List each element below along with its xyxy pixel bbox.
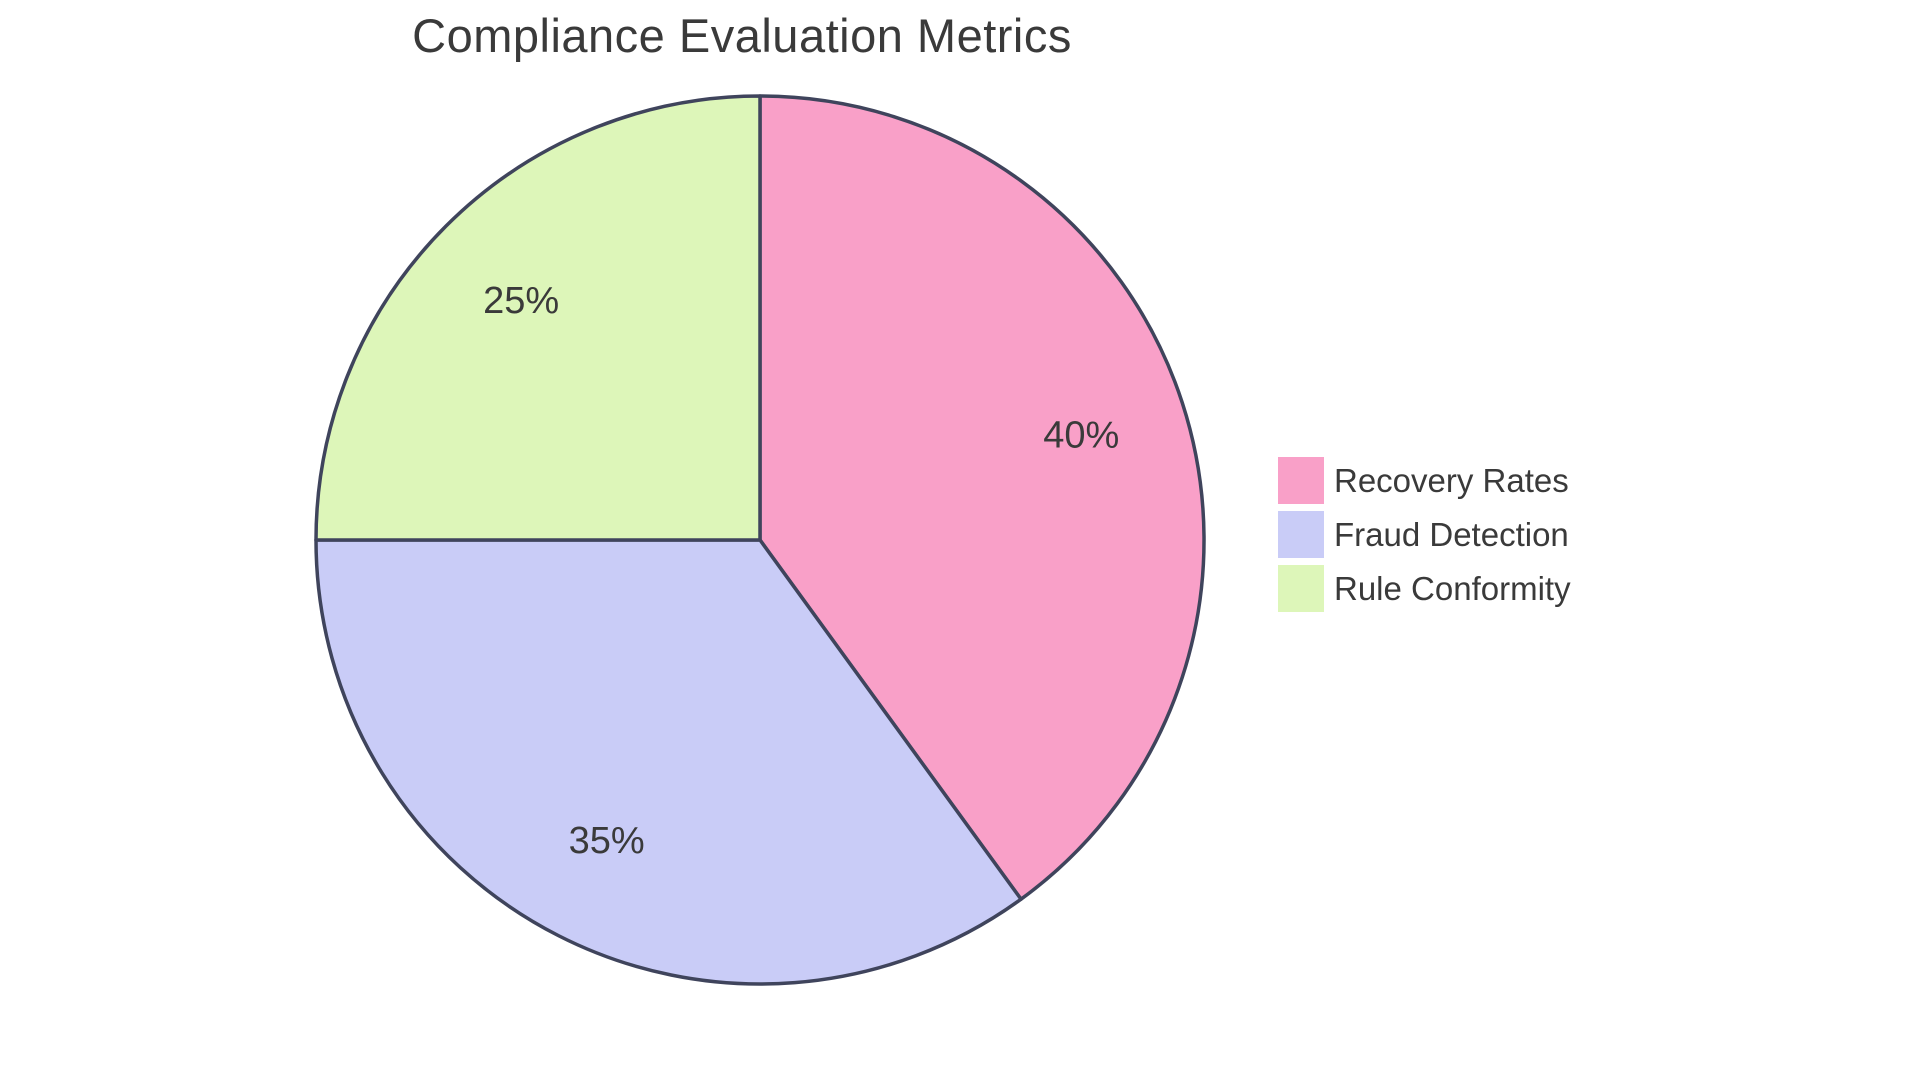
legend-label: Recovery Rates [1334, 461, 1569, 499]
pie-slice-value-label: 25% [483, 280, 559, 322]
pie-slice-value-label: 35% [569, 820, 645, 862]
legend-item-recovery-rates[interactable]: Recovery Rates [1278, 457, 1571, 504]
pie-slice-fraud-detection[interactable] [314, 538, 1023, 986]
legend-swatch [1278, 565, 1324, 612]
chart-title: Compliance Evaluation Metrics [412, 9, 1072, 62]
legend-label: Fraud Detection [1334, 515, 1569, 553]
legend-swatch [1278, 511, 1324, 558]
legend: Recovery Rates Fraud Detection Rule Conf… [1278, 457, 1571, 619]
pie-slice-rule-conformity[interactable] [314, 94, 762, 542]
pie-slice-value-label: 40% [1043, 415, 1119, 457]
legend-item-fraud-detection[interactable]: Fraud Detection [1278, 511, 1571, 558]
legend-item-rule-conformity[interactable]: Rule Conformity [1278, 565, 1571, 612]
legend-label: Rule Conformity [1334, 569, 1571, 607]
legend-swatch [1278, 457, 1324, 504]
pie-slice-recovery-rates[interactable] [758, 94, 1206, 901]
